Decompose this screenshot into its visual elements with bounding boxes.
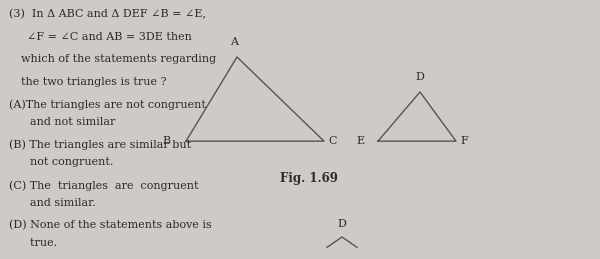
Text: A: A xyxy=(230,37,238,47)
Text: (B) The triangles are similar but: (B) The triangles are similar but xyxy=(9,140,191,150)
Text: not congruent.: not congruent. xyxy=(9,157,113,168)
Text: Fig. 1.69: Fig. 1.69 xyxy=(280,172,338,185)
Text: D: D xyxy=(338,219,346,229)
Text: E: E xyxy=(356,136,365,146)
Text: (3)  In Δ ABC and Δ DEF ∠B = ∠E,: (3) In Δ ABC and Δ DEF ∠B = ∠E, xyxy=(9,9,206,19)
Text: which of the statements regarding: which of the statements regarding xyxy=(21,54,216,64)
Text: D: D xyxy=(416,71,424,82)
Text: ∠F = ∠C and AB = 3DE then: ∠F = ∠C and AB = 3DE then xyxy=(27,32,192,42)
Text: (C) The  triangles  are  congruent: (C) The triangles are congruent xyxy=(9,180,199,191)
Text: the two triangles is true ?: the two triangles is true ? xyxy=(21,77,167,87)
Text: true.: true. xyxy=(9,238,57,248)
Text: B: B xyxy=(163,136,171,146)
Text: and not similar: and not similar xyxy=(9,117,115,127)
Text: and similar.: and similar. xyxy=(9,198,96,208)
Text: F: F xyxy=(461,136,469,146)
Text: (A)The triangles are not congruent: (A)The triangles are not congruent xyxy=(9,99,206,110)
Text: (D) None of the statements above is: (D) None of the statements above is xyxy=(9,220,212,231)
Text: C: C xyxy=(329,136,337,146)
